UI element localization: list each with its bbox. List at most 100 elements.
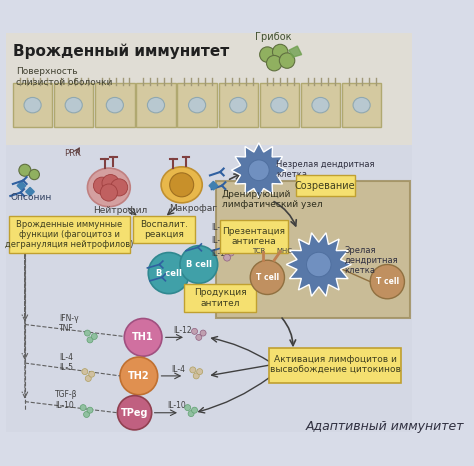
Text: Воспалит.
реакция: Воспалит. реакция: [140, 219, 188, 239]
Circle shape: [307, 252, 331, 277]
Text: B cell: B cell: [156, 268, 182, 278]
FancyBboxPatch shape: [13, 83, 52, 127]
Circle shape: [260, 47, 275, 62]
Text: IL-12: IL-12: [173, 326, 191, 335]
Polygon shape: [289, 46, 301, 57]
Circle shape: [188, 411, 194, 417]
Circle shape: [29, 170, 39, 180]
Text: TРeg: TРeg: [121, 408, 148, 418]
Text: IL-4
IL-5: IL-4 IL-5: [59, 352, 73, 372]
Text: Презентация
антигена: Презентация антигена: [222, 226, 285, 246]
Polygon shape: [209, 181, 218, 190]
FancyBboxPatch shape: [9, 216, 130, 254]
Circle shape: [110, 179, 128, 196]
Ellipse shape: [65, 97, 82, 113]
FancyBboxPatch shape: [296, 175, 355, 196]
Circle shape: [191, 407, 198, 413]
Text: Опсонин: Опсонин: [10, 193, 52, 202]
FancyBboxPatch shape: [301, 83, 340, 127]
Circle shape: [229, 225, 234, 230]
Ellipse shape: [24, 97, 41, 113]
Circle shape: [180, 246, 218, 283]
Circle shape: [229, 251, 234, 256]
Text: IL-18: IL-18: [212, 249, 230, 258]
Circle shape: [197, 369, 203, 375]
Ellipse shape: [106, 97, 123, 113]
Polygon shape: [231, 143, 286, 198]
Circle shape: [224, 241, 230, 248]
Text: Врожденные иммунные
функции (фагоцитоз и
дегрануляция нейтрофилов): Врожденные иммунные функции (фагоцитоз и…: [5, 219, 134, 249]
Text: Макрофаг: Макрофаг: [169, 204, 217, 212]
Text: IL-12: IL-12: [212, 236, 230, 245]
Text: Адаптивный иммунитет: Адаптивный иммунитет: [306, 420, 465, 433]
Text: Активация лимфоцитов и
высвобождение цитокинов: Активация лимфоцитов и высвобождение цит…: [270, 355, 401, 375]
Ellipse shape: [312, 97, 329, 113]
Circle shape: [102, 175, 119, 192]
Circle shape: [87, 337, 93, 343]
Circle shape: [170, 173, 194, 197]
Circle shape: [84, 330, 91, 336]
Circle shape: [224, 254, 230, 261]
FancyBboxPatch shape: [6, 144, 412, 432]
Circle shape: [87, 407, 93, 413]
Text: TGF-β
IL-10: TGF-β IL-10: [55, 390, 77, 410]
Circle shape: [91, 334, 97, 340]
Text: PRR: PRR: [64, 149, 81, 158]
Circle shape: [118, 396, 152, 430]
Circle shape: [19, 164, 31, 176]
Text: Поверхность
слизистой оболочки: Поверхность слизистой оболочки: [16, 68, 113, 87]
Text: Зрелая
дендритная
клетка: Зрелая дендритная клетка: [345, 246, 398, 275]
Circle shape: [248, 160, 269, 181]
FancyBboxPatch shape: [216, 180, 410, 318]
Circle shape: [89, 371, 95, 377]
FancyBboxPatch shape: [260, 83, 299, 127]
Ellipse shape: [353, 97, 370, 113]
Circle shape: [250, 260, 284, 295]
Circle shape: [266, 55, 282, 71]
Ellipse shape: [189, 97, 206, 113]
FancyBboxPatch shape: [133, 216, 194, 243]
Text: Дренирующий
лимфатический узел: Дренирующий лимфатический узел: [222, 190, 323, 209]
Polygon shape: [26, 187, 34, 196]
FancyBboxPatch shape: [54, 83, 93, 127]
Circle shape: [196, 334, 202, 340]
FancyBboxPatch shape: [95, 83, 135, 127]
Circle shape: [224, 228, 230, 235]
Circle shape: [191, 329, 198, 334]
Text: IFN-γ
TNF: IFN-γ TNF: [59, 314, 79, 333]
Ellipse shape: [161, 167, 202, 203]
Text: TН1: TН1: [132, 332, 154, 343]
Circle shape: [82, 369, 88, 375]
Text: TН2: TН2: [128, 371, 150, 381]
Circle shape: [190, 367, 196, 373]
FancyBboxPatch shape: [269, 348, 401, 383]
Text: Нейтрофил: Нейтрофил: [93, 206, 148, 215]
Circle shape: [85, 376, 91, 382]
Circle shape: [83, 411, 90, 418]
Text: Незрелая дендритная
клетка: Незрелая дендритная клетка: [276, 160, 374, 179]
Text: IL-4: IL-4: [172, 364, 185, 374]
Polygon shape: [286, 233, 351, 296]
Circle shape: [100, 184, 118, 201]
Circle shape: [279, 53, 295, 69]
Text: Созревание: Созревание: [294, 181, 355, 191]
Polygon shape: [17, 181, 26, 190]
FancyBboxPatch shape: [177, 83, 217, 127]
Circle shape: [273, 44, 288, 60]
Text: IL-10: IL-10: [212, 223, 230, 232]
Ellipse shape: [230, 97, 247, 113]
Text: MHC: MHC: [276, 248, 292, 254]
Circle shape: [185, 404, 191, 411]
FancyBboxPatch shape: [220, 220, 288, 254]
FancyBboxPatch shape: [136, 83, 176, 127]
Text: T cell: T cell: [376, 277, 399, 286]
Circle shape: [148, 253, 190, 294]
Circle shape: [200, 330, 206, 336]
FancyBboxPatch shape: [184, 284, 256, 312]
Circle shape: [80, 404, 86, 411]
Text: T cell: T cell: [256, 273, 279, 282]
Circle shape: [124, 318, 162, 356]
Ellipse shape: [87, 168, 130, 207]
Circle shape: [229, 238, 234, 243]
Circle shape: [370, 265, 404, 299]
